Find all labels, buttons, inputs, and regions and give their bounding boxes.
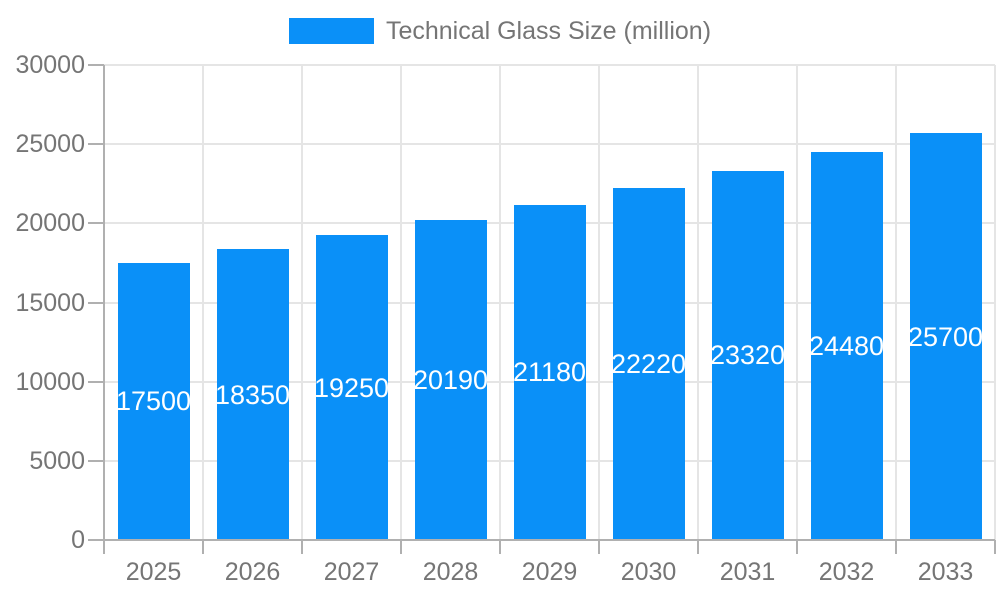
y-gridline — [104, 143, 995, 146]
x-gridline — [301, 65, 303, 540]
x-tick-mark — [796, 540, 798, 554]
legend[interactable]: Technical Glass Size (million) — [0, 14, 1000, 48]
bar-value-label: 25700 — [907, 321, 984, 352]
x-tick-label: 2027 — [323, 558, 380, 586]
bar-2033[interactable]: 25700 — [907, 133, 984, 540]
x-gridline — [598, 65, 600, 540]
y-tick-label: 30000 — [15, 51, 85, 79]
y-tick-label: 25000 — [15, 130, 85, 159]
bar-2028[interactable]: 20190 — [412, 220, 489, 540]
x-gridline — [796, 65, 798, 540]
bar-2032[interactable]: 24480 — [808, 152, 885, 540]
y-tick-mark — [88, 301, 104, 304]
y-tick-mark — [88, 64, 104, 66]
bar-value-label: 22220 — [610, 349, 687, 380]
x-tick-mark — [103, 540, 105, 554]
x-gridline — [499, 65, 501, 540]
y-tick-label: 20000 — [15, 209, 85, 238]
x-tick-label: 2026 — [224, 558, 281, 586]
bar-2027[interactable]: 19250 — [313, 235, 390, 540]
x-tick-label: 2028 — [422, 558, 479, 586]
y-tick-label: 15000 — [15, 288, 85, 317]
x-tick-mark — [895, 540, 897, 554]
x-tick-mark — [994, 540, 996, 554]
x-tick-mark — [301, 540, 303, 554]
x-tick-label: 2030 — [620, 558, 677, 586]
bar-value-label: 19250 — [313, 372, 390, 403]
x-gridline — [697, 65, 699, 540]
x-tick-mark — [697, 540, 699, 554]
x-tick-label: 2033 — [917, 558, 974, 586]
y-tick-label: 5000 — [29, 446, 85, 475]
y-gridline — [104, 64, 995, 66]
y-tick-mark — [88, 539, 104, 541]
x-gridline — [895, 65, 897, 540]
bar-value-label: 17500 — [115, 386, 192, 417]
y-tick-mark — [88, 380, 104, 383]
bar-value-label: 18350 — [214, 379, 291, 410]
legend-label: Technical Glass Size (million) — [385, 16, 712, 45]
bar-2026[interactable]: 18350 — [214, 249, 291, 540]
bar-value-label: 24480 — [808, 331, 885, 362]
bar-2029[interactable]: 21180 — [512, 204, 587, 540]
bar-2030[interactable]: 22220 — [610, 188, 687, 540]
plot-area: 17500 18350 19250 20190 21180 22220 23320 24480… — [104, 64, 996, 540]
x-tick-mark — [400, 540, 402, 554]
x-gridline — [202, 65, 204, 540]
y-axis-line — [103, 65, 105, 554]
x-gridline — [994, 65, 996, 540]
y-tick-label: 10000 — [15, 367, 85, 396]
x-tick-mark — [202, 540, 204, 554]
y-tick-mark — [88, 143, 104, 146]
x-tick-label: 2032 — [818, 558, 875, 586]
bar-2031[interactable]: 23320 — [709, 170, 786, 540]
bar-value-label: 23320 — [709, 340, 786, 371]
y-tick-label: 0 — [71, 526, 85, 554]
x-tick-label: 2031 — [719, 558, 776, 586]
x-tick-mark — [598, 540, 600, 554]
x-tick-label: 2025 — [125, 558, 182, 586]
bar-value-label: 21180 — [512, 357, 587, 388]
bar-value-label: 20190 — [412, 365, 489, 396]
x-axis-line — [104, 539, 995, 541]
legend-swatch — [288, 18, 374, 44]
y-tick-mark — [88, 459, 104, 462]
x-tick-mark — [499, 540, 501, 554]
y-tick-mark — [88, 222, 104, 225]
x-gridline — [400, 65, 402, 540]
bar-2025[interactable]: 17500 — [115, 262, 192, 540]
x-tick-label: 2029 — [521, 558, 578, 586]
